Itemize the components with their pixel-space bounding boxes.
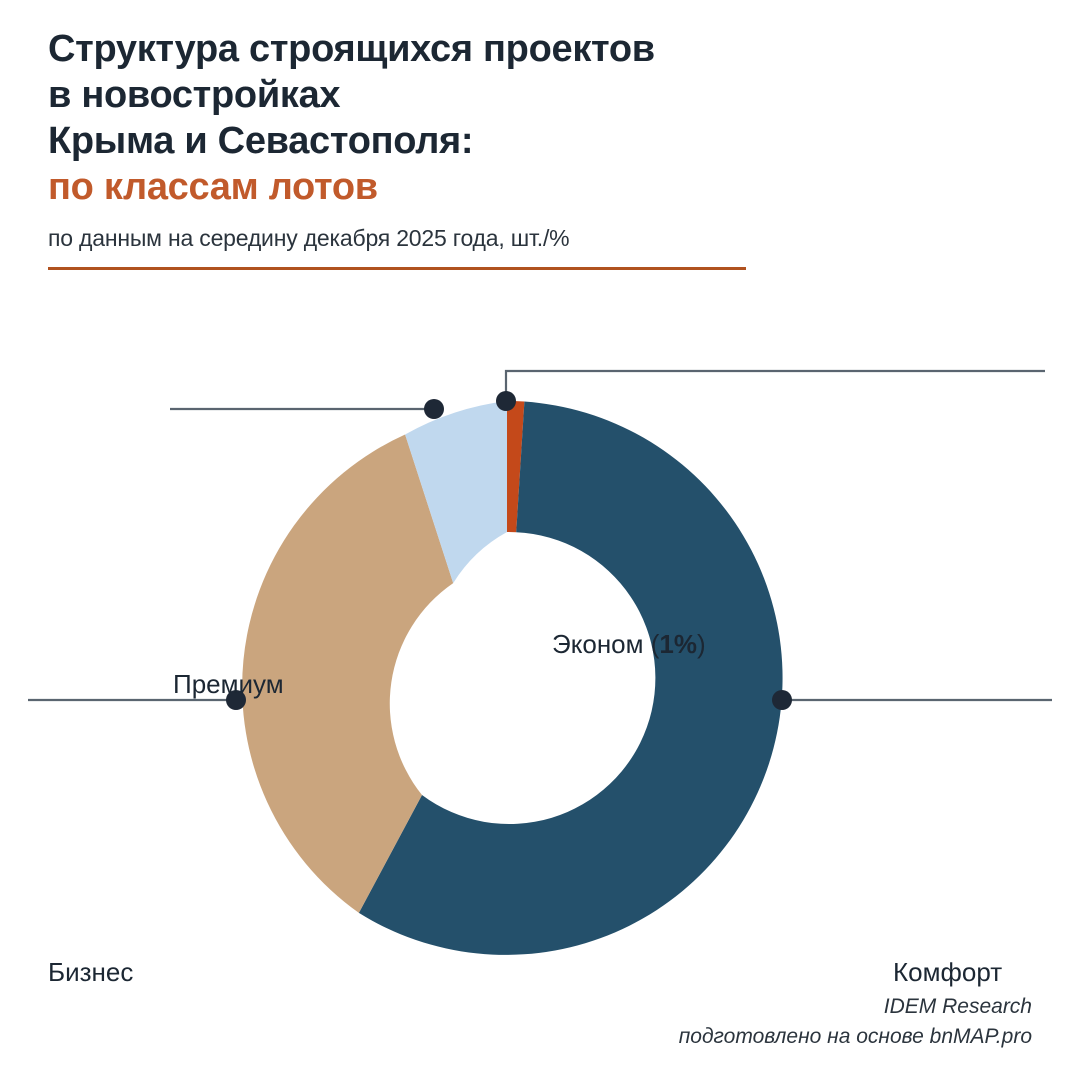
footer-line-1: IDEM Research bbox=[883, 995, 1032, 1018]
callout-label-komfort: Комфорт bbox=[893, 957, 1003, 987]
donut-chart-svg bbox=[28, 369, 1052, 955]
callout-label-econom-prefix: Эконом ( bbox=[552, 629, 660, 659]
title-line-2: в новостройках bbox=[48, 74, 341, 116]
title-accent-line: по классам лотов bbox=[48, 166, 378, 208]
slice-premium[interactable] bbox=[405, 401, 507, 584]
leader-dots bbox=[226, 391, 792, 710]
donut-chart: Эконом (1%) Премиум Бизнес Комфорт 58% 3… bbox=[0, 300, 1080, 1024]
leader-dot-komfort bbox=[772, 690, 792, 710]
slice-biznes[interactable] bbox=[242, 434, 454, 913]
callout-label-econom-value: 1% bbox=[659, 629, 697, 659]
slice-komfort[interactable] bbox=[358, 401, 783, 955]
footer-line-2: подготовлено на основе bnMAP.pro bbox=[678, 1025, 1032, 1048]
header-block: Структура строящихся проектов в новостро… bbox=[48, 26, 948, 252]
callout-label-premium: Премиум bbox=[173, 669, 284, 699]
leader-line-econom bbox=[504, 369, 1045, 401]
title-line-1: Структура строящихся проектов bbox=[48, 28, 655, 70]
leader-dot-premium bbox=[424, 399, 444, 419]
slice-value-komfort: 58% bbox=[627, 956, 717, 1005]
slice-value-biznes: 35% bbox=[265, 975, 355, 1024]
leader-dot-econom bbox=[496, 391, 516, 411]
footer-credits: IDEM Research подготовлено на основе bnM… bbox=[679, 992, 1032, 1052]
slice-econom[interactable] bbox=[507, 401, 525, 533]
callout-label-econom: Эконом (1%) bbox=[552, 629, 706, 659]
header-divider-rule bbox=[48, 267, 746, 270]
slice-value-premium: 6% bbox=[434, 754, 482, 791]
title-line-3: Крыма и Севастополя: bbox=[48, 120, 474, 162]
callout-label-econom-suffix: ) bbox=[696, 629, 706, 659]
page-title: Структура строящихся проектов в новостро… bbox=[48, 26, 948, 210]
callout-label-biznes: Бизнес bbox=[48, 957, 134, 987]
leader-dot-biznes bbox=[226, 690, 246, 710]
donut-slices bbox=[242, 401, 783, 955]
page-subtitle: по данным на середину декабря 2025 года,… bbox=[48, 225, 570, 251]
